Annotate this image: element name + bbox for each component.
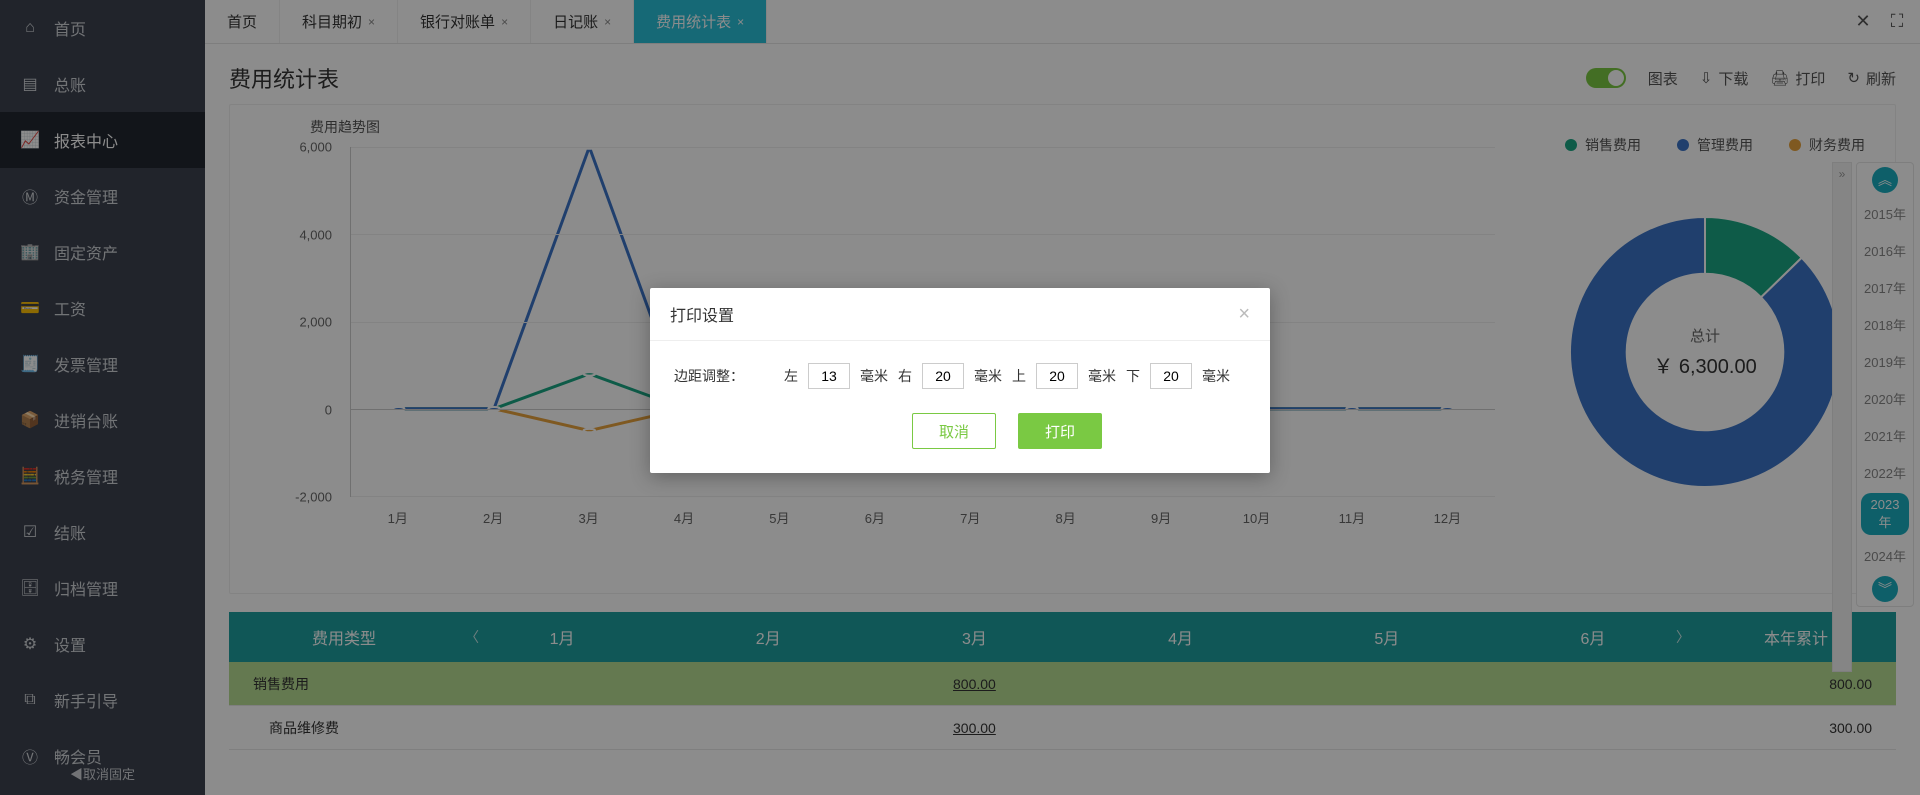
margin-right-label: 右: [898, 366, 912, 386]
print-settings-modal: 打印设置 × 边距调整： 左 毫米 右 毫米 上 毫米 下 毫米 取消 打印: [650, 288, 1270, 473]
margin-left-input[interactable]: [808, 363, 850, 389]
modal-title: 打印设置: [670, 302, 734, 326]
modal-overlay[interactable]: 打印设置 × 边距调整： 左 毫米 右 毫米 上 毫米 下 毫米 取消 打印: [0, 0, 1920, 795]
margin-left-unit: 毫米: [860, 366, 888, 386]
margin-top-label: 上: [1012, 366, 1026, 386]
margin-right-unit: 毫米: [974, 366, 1002, 386]
margin-bottom-input[interactable]: [1150, 363, 1192, 389]
confirm-print-button[interactable]: 打印: [1018, 413, 1102, 449]
modal-footer: 取消 打印: [650, 399, 1130, 473]
margin-top-input[interactable]: [1036, 363, 1078, 389]
modal-close-icon[interactable]: ×: [1238, 303, 1250, 326]
modal-body: 边距调整： 左 毫米 右 毫米 上 毫米 下 毫米: [650, 341, 1270, 399]
margin-bottom-unit: 毫米: [1202, 366, 1230, 386]
modal-header: 打印设置 ×: [650, 288, 1270, 341]
margin-left-label: 左: [784, 366, 798, 386]
margin-top-unit: 毫米: [1088, 366, 1116, 386]
cancel-button[interactable]: 取消: [912, 413, 996, 449]
margin-bottom-label: 下: [1126, 366, 1140, 386]
margin-label: 边距调整：: [674, 366, 744, 386]
margin-right-input[interactable]: [922, 363, 964, 389]
